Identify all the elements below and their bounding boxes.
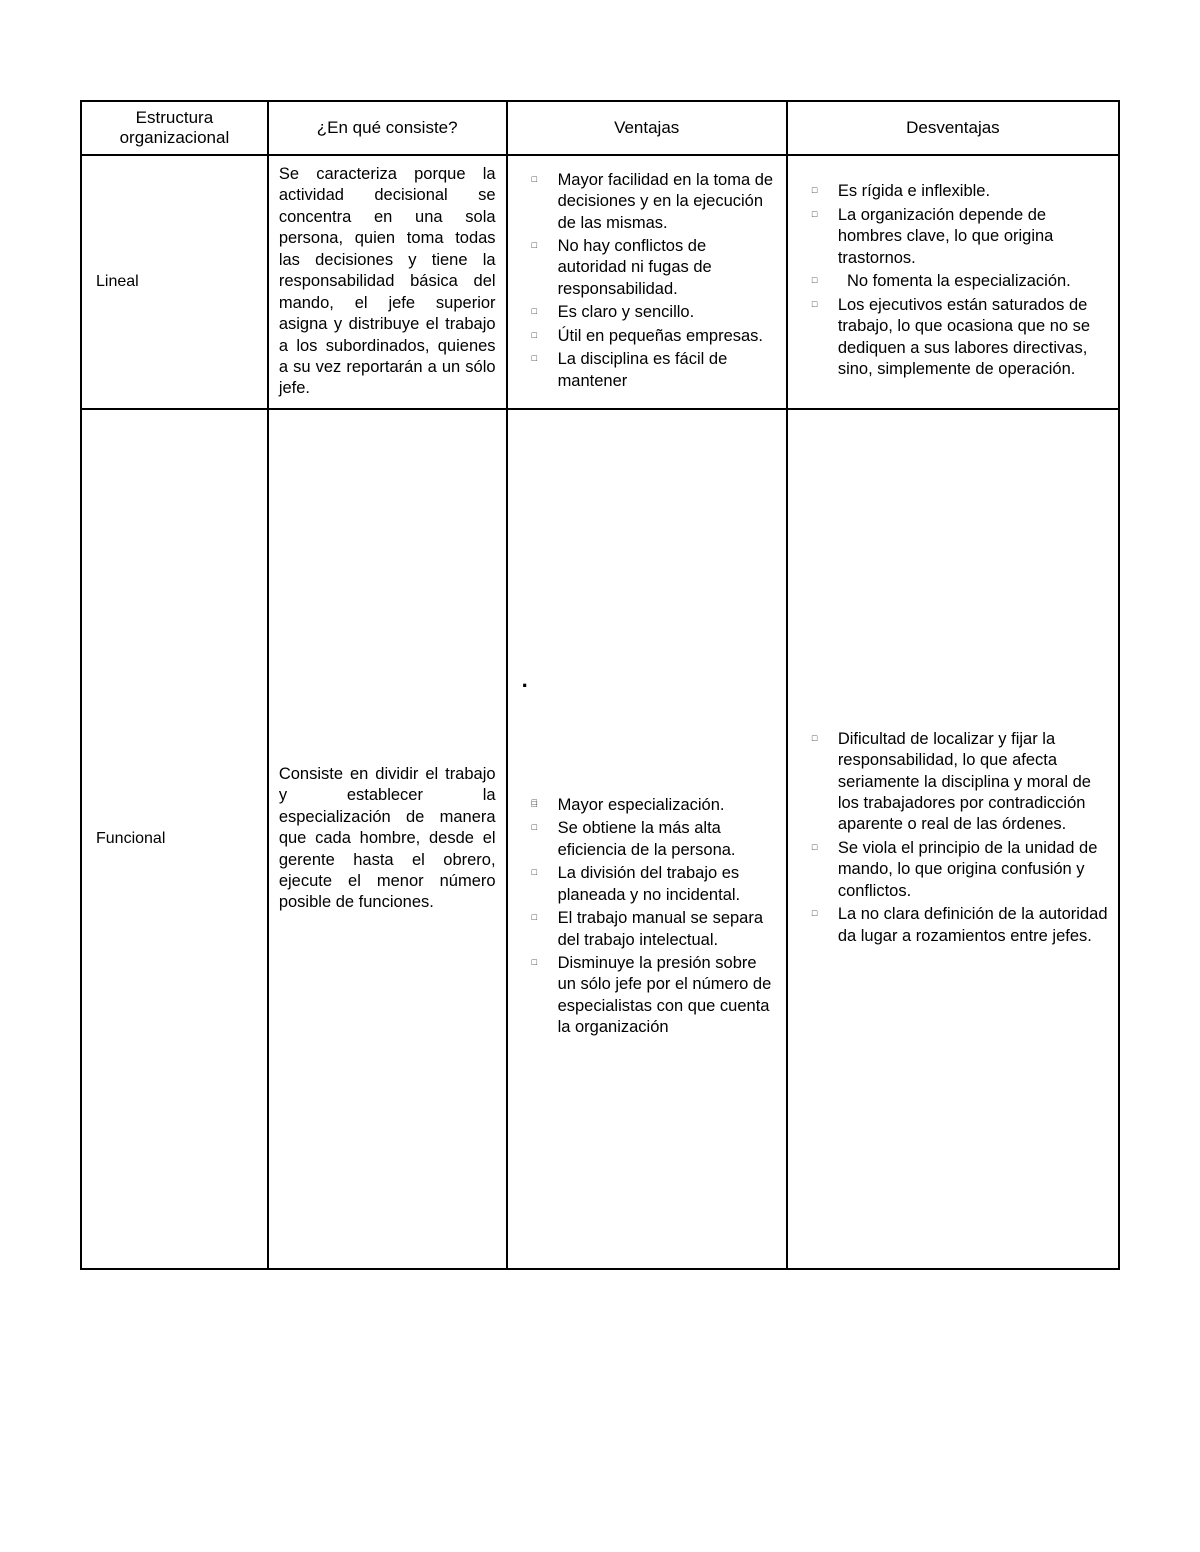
advantages-list: Mayor especialización.Se obtiene la más …	[518, 793, 776, 1041]
table-row: LinealSe caracteriza porque la actividad…	[81, 155, 1119, 409]
list-item: La división del trabajo es planeada y no…	[518, 863, 776, 906]
advantages-list: Mayor facilidad en la toma de decisiones…	[518, 170, 776, 394]
list-item: Disminuye la presión sobre un sólo jefe …	[518, 953, 776, 1039]
list-item: La organización depende de hombres clave…	[798, 205, 1108, 269]
list-item: El trabajo manual se separa del trabajo …	[518, 908, 776, 951]
structure-description: Consiste en dividir el trabajo y estable…	[268, 409, 507, 1269]
list-item: La disciplina es fácil de mantener	[518, 349, 776, 392]
header-advantages: Ventajas	[507, 101, 787, 155]
list-item: Se obtiene la más alta eficiencia de la …	[518, 818, 776, 861]
table-row: FuncionalConsiste en dividir el trabajo …	[81, 409, 1119, 1269]
table-header-row: Estructura organizacional ¿En qué consis…	[81, 101, 1119, 155]
disadvantages-cell: Dificultad de localizar y fijar la respo…	[787, 409, 1119, 1269]
header-disadvantages: Desventajas	[787, 101, 1119, 155]
disadvantages-list: Es rígida e inflexible. La organización d…	[798, 181, 1108, 380]
structure-name: Funcional	[81, 409, 268, 1269]
structure-name: Lineal	[81, 155, 268, 409]
list-item: Los ejecutivos están saturados de trabaj…	[798, 295, 1108, 381]
org-structure-table: Estructura organizacional ¿En qué consis…	[80, 100, 1120, 1270]
advantages-cell: Mayor facilidad en la toma de decisiones…	[507, 155, 787, 409]
list-item: No hay conflictos de autoridad ni fugas …	[518, 236, 776, 300]
disadvantages-list: Dificultad de localizar y fijar la respo…	[798, 729, 1108, 947]
list-item: Se viola el principio de la unidad de ma…	[798, 838, 1108, 902]
dot-marker: .	[518, 667, 776, 693]
list-item: Es claro y sencillo.	[518, 302, 776, 323]
list-item: Mayor facilidad en la toma de decisiones…	[518, 170, 776, 234]
list-item: No fomenta la especialización.	[798, 271, 1108, 292]
header-consist: ¿En qué consiste?	[268, 101, 507, 155]
list-item: Es rígida e inflexible.	[798, 181, 1108, 202]
disadvantages-cell: Es rígida e inflexible. La organización d…	[787, 155, 1119, 409]
structure-description: Se caracteriza porque la actividad decis…	[268, 155, 507, 409]
header-structure: Estructura organizacional	[81, 101, 268, 155]
list-item: La no clara definición de la autoridad d…	[798, 904, 1108, 947]
list-item: Dificultad de localizar y fijar la respo…	[798, 729, 1108, 836]
list-item: Mayor especialización.	[518, 795, 776, 816]
advantages-cell: . Mayor especialización.Se obtiene la más…	[507, 409, 787, 1269]
list-item: Útil en pequeñas empresas.	[518, 326, 776, 347]
